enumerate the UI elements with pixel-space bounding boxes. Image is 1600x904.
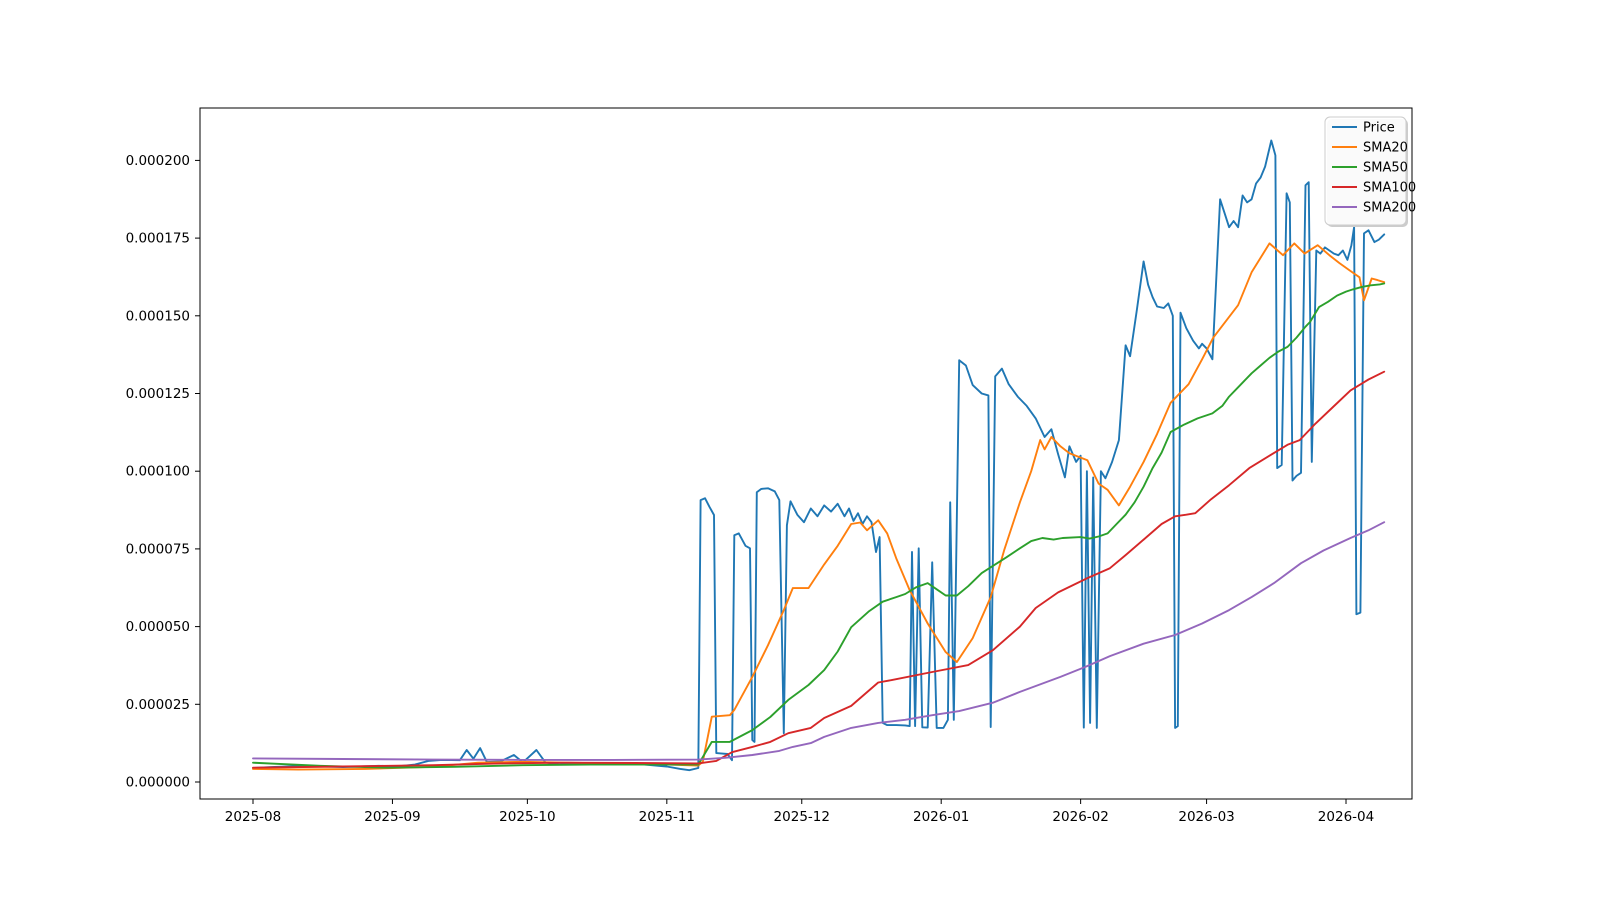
plot-area	[199, 107, 1413, 800]
y-tick-label: 0.000075	[126, 541, 190, 557]
x-tick-label: 2026-04	[1318, 809, 1374, 825]
x-tick-label: 2025-11	[639, 809, 695, 825]
legend-label-sma200: SMA200	[1363, 201, 1416, 216]
y-tick-label: 0.000125	[126, 386, 190, 402]
y-tick-label: 0.000100	[126, 464, 190, 480]
legend-label-sma20: SMA20	[1363, 141, 1408, 156]
series-sma100	[252, 370, 1386, 769]
series-sma200	[252, 521, 1386, 761]
y-tick-label: 0.000000	[126, 775, 190, 791]
y-tick-label: 0.000200	[126, 153, 190, 169]
legend-label-sma50: SMA50	[1363, 161, 1408, 176]
y-tick-label: 0.000025	[126, 697, 190, 713]
chart-legend	[1324, 116, 1407, 226]
x-tick-label: 2026-01	[913, 809, 969, 825]
x-tick-label: 2025-10	[499, 809, 555, 825]
series-sma50	[252, 282, 1386, 769]
y-tick-label: 0.000050	[126, 619, 190, 635]
series-price	[252, 139, 1386, 772]
y-tick-label: 0.000175	[126, 231, 190, 247]
legend-label-price: Price	[1363, 121, 1395, 136]
x-tick-label: 2025-08	[225, 809, 281, 825]
x-tick-label: 2026-02	[1052, 809, 1108, 825]
x-tick-label: 2026-03	[1178, 809, 1234, 825]
legend-label-sma100: SMA100	[1363, 181, 1416, 196]
series-sma20	[252, 242, 1386, 771]
y-tick-label: 0.000150	[126, 308, 190, 324]
x-tick-label: 2025-12	[774, 809, 830, 825]
x-tick-label: 2025-09	[364, 809, 420, 825]
